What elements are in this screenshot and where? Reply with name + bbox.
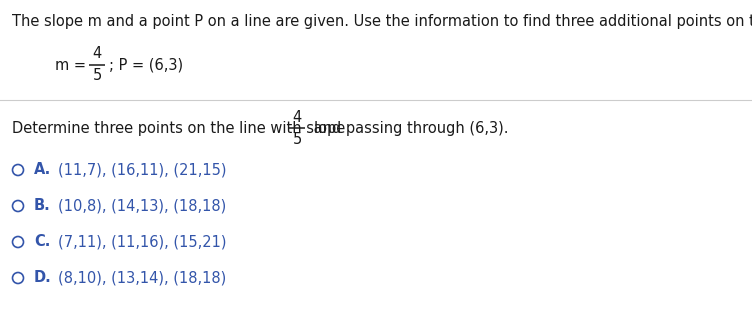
Text: and passing through (6,3).: and passing through (6,3). xyxy=(309,121,509,135)
Text: C.: C. xyxy=(34,234,50,250)
Text: Determine three points on the line with slope: Determine three points on the line with … xyxy=(12,121,350,135)
Text: 5: 5 xyxy=(293,131,302,146)
Text: (11,7), (16,11), (21,15): (11,7), (16,11), (21,15) xyxy=(58,163,226,178)
Text: 5: 5 xyxy=(92,68,102,83)
Text: The slope m and a point P on a line are given. Use the information to find three: The slope m and a point P on a line are … xyxy=(12,14,752,29)
Text: 4: 4 xyxy=(293,110,302,125)
Text: B.: B. xyxy=(34,198,50,214)
Text: D.: D. xyxy=(34,270,52,285)
Text: (8,10), (13,14), (18,18): (8,10), (13,14), (18,18) xyxy=(58,270,226,285)
Text: A.: A. xyxy=(34,163,51,178)
Text: 4: 4 xyxy=(92,46,102,61)
Text: ; P = (6,3): ; P = (6,3) xyxy=(109,58,183,73)
Text: m =: m = xyxy=(55,58,86,73)
Text: (7,11), (11,16), (15,21): (7,11), (11,16), (15,21) xyxy=(58,234,226,250)
Text: (10,8), (14,13), (18,18): (10,8), (14,13), (18,18) xyxy=(58,198,226,214)
